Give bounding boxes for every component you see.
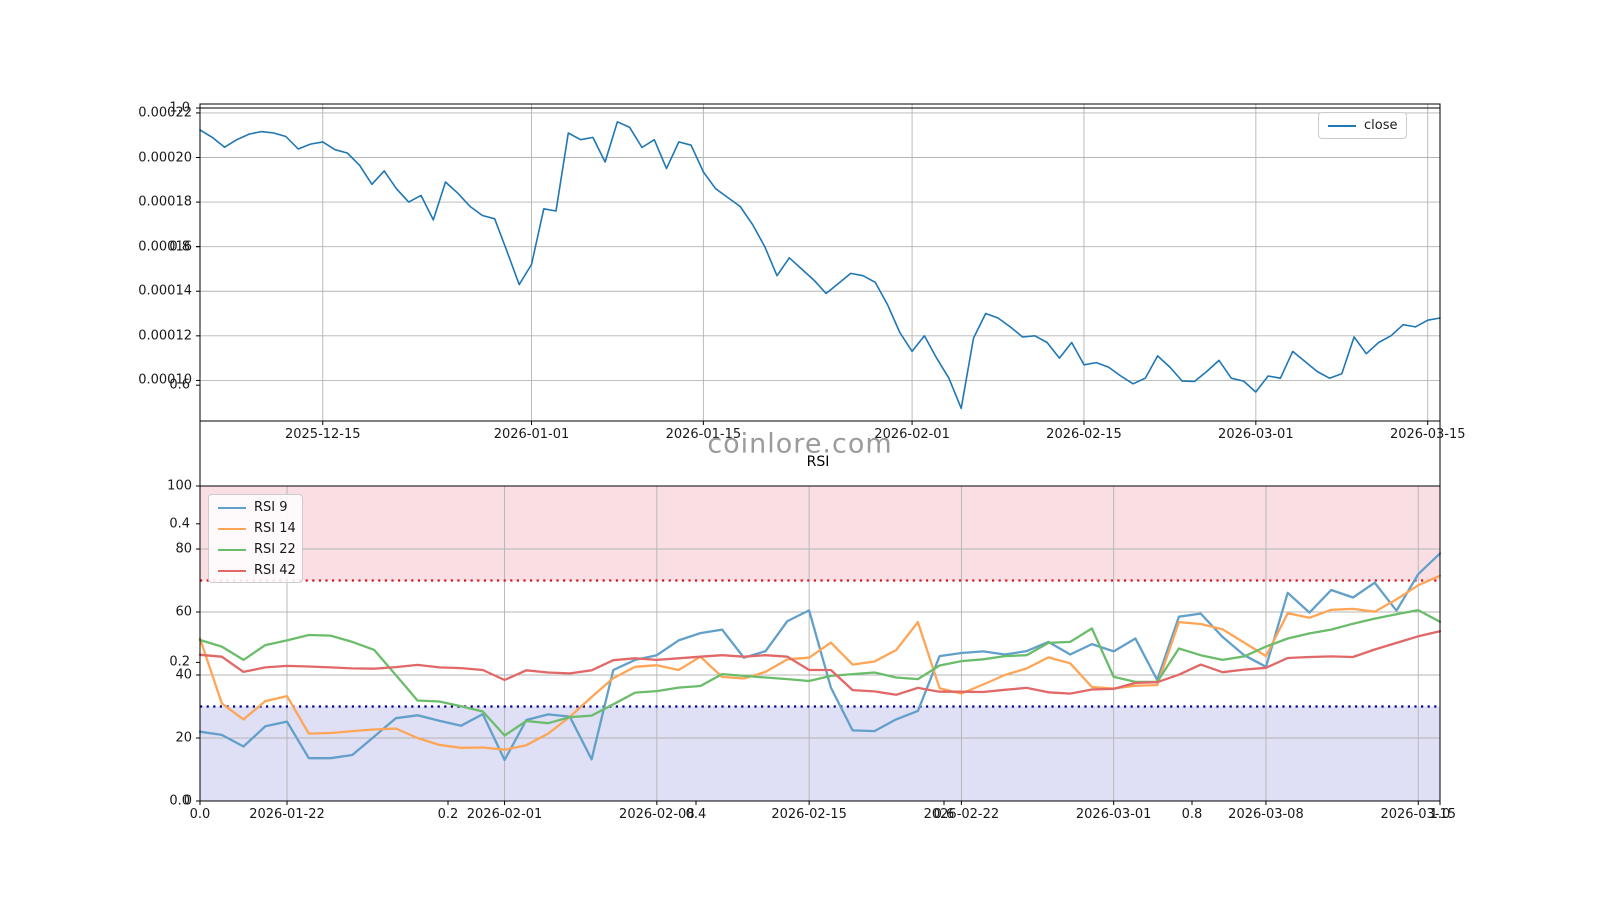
rsi-legend-row: RSI 14 — [209, 518, 302, 539]
rsi-legend-row: RSI 9 — [209, 497, 302, 518]
rsi-plot-border — [199, 485, 1441, 802]
rsi9-line-swatch — [218, 506, 246, 509]
rsi-legend-row: RSI 42 — [209, 560, 302, 581]
rsi22-legend-label: RSI 22 — [254, 542, 296, 557]
rsi-chart-title: RSI — [806, 454, 830, 470]
rsi-band — [200, 486, 1440, 581]
price-series-0 — [199, 121, 1441, 410]
rsi-band — [200, 706, 1440, 801]
rsi-series-1 — [198, 574, 1442, 751]
price-legend-row: close — [1319, 113, 1406, 138]
rsi22-line-swatch — [218, 548, 246, 551]
rsi9-legend-label: RSI 9 — [254, 500, 288, 515]
price-legend: close — [1318, 112, 1407, 139]
rsi14-line-swatch — [218, 527, 246, 530]
close-line-swatch — [1328, 124, 1356, 127]
price-plot-border — [199, 103, 1441, 422]
rsi-series-2 — [198, 608, 1442, 737]
watermark: coinlore.com — [707, 428, 893, 460]
rsi-series-3 — [198, 630, 1442, 696]
rsi-legend: RSI 9 RSI 14 RSI 22 RSI 42 — [208, 494, 303, 583]
rsi14-legend-label: RSI 14 — [254, 521, 296, 536]
rsi42-line-swatch — [218, 569, 246, 572]
rsi42-legend-label: RSI 42 — [254, 563, 296, 578]
rsi-legend-row: RSI 22 — [209, 539, 302, 560]
price-legend-label: close — [1364, 118, 1398, 133]
